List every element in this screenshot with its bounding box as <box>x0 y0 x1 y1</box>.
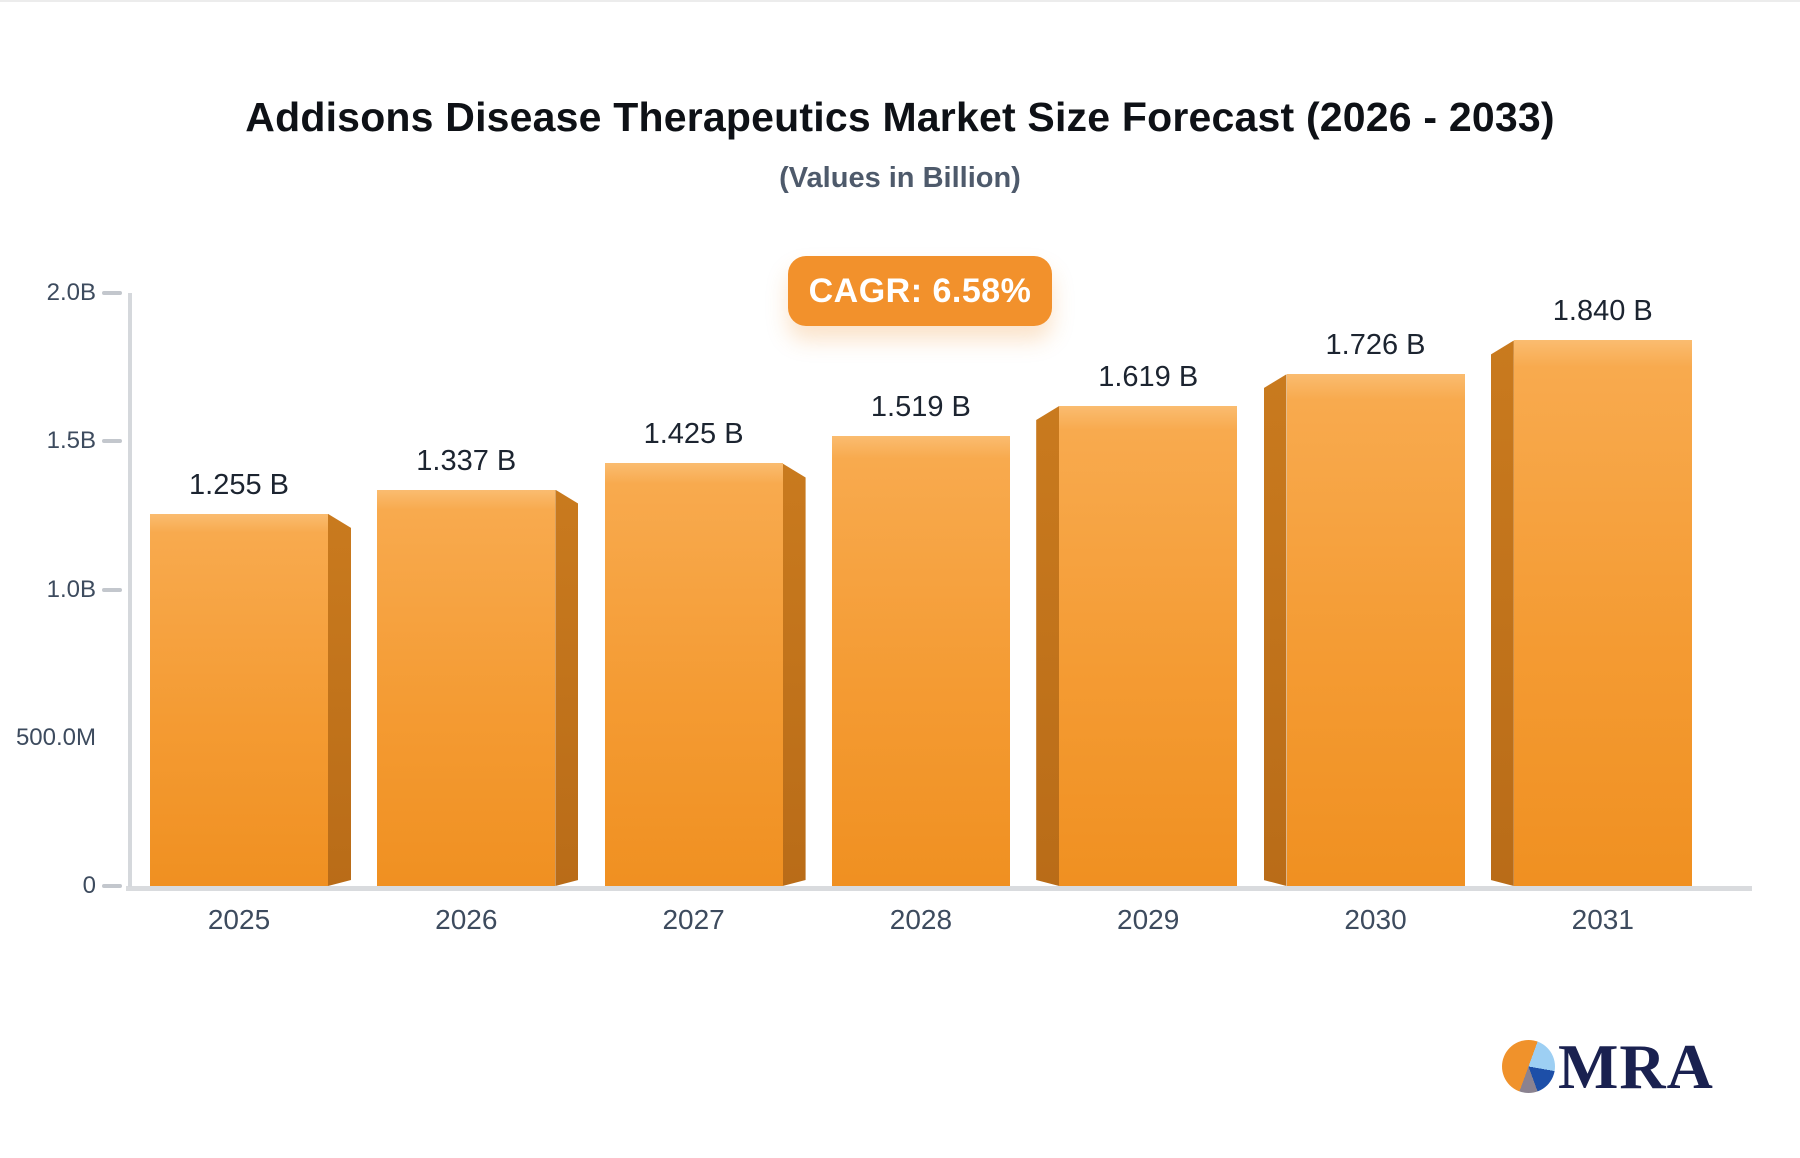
y-axis-tick-label: 0 <box>82 872 96 899</box>
bar <box>831 435 1010 886</box>
x-axis-category-label: 2029 <box>1117 904 1180 935</box>
bar-value-label: 1.519 B <box>870 390 971 423</box>
x-axis-line <box>126 886 1752 891</box>
bar-value-label: 1.726 B <box>1325 329 1426 362</box>
cagr-badge-label: CAGR: 6.58% <box>808 271 1032 310</box>
y-axis-line <box>128 293 132 887</box>
cagr-badge: CAGR: 6.58% <box>788 256 1052 326</box>
bar-value-label: 1.337 B <box>416 444 517 477</box>
y-axis-tick-label: 1.0B <box>46 575 96 603</box>
y-axis-tick-dash <box>102 291 122 295</box>
bar-side-face <box>1036 406 1059 886</box>
y-axis-tick-label: 2.0B <box>46 279 96 306</box>
bar <box>604 463 783 886</box>
bar-value-label: 1.425 B <box>643 418 744 451</box>
bar-value-label: 1.619 B <box>1098 360 1199 393</box>
logo-pie-icon <box>1502 1040 1555 1093</box>
x-axis-category-label: 2028 <box>889 904 953 935</box>
bar-value-label: 1.255 B <box>189 468 289 501</box>
bar-side-face <box>783 463 806 886</box>
x-axis-category-label: 2027 <box>662 904 725 935</box>
x-axis-category-label: 2031 <box>1571 904 1634 935</box>
bar <box>1059 405 1238 886</box>
y-axis-tick-dash <box>102 587 122 592</box>
y-axis-tick-label: 500.0M <box>15 723 96 751</box>
x-axis-category-label: 2025 <box>207 904 271 935</box>
brand-logo: MRA <box>1502 1031 1714 1102</box>
logo-text: MRA <box>1558 1031 1714 1102</box>
bar <box>1513 340 1692 886</box>
bar <box>1286 374 1465 886</box>
x-axis-category-label: 2026 <box>435 904 498 935</box>
bar <box>377 489 556 886</box>
x-axis-category-label: 2030 <box>1344 904 1407 935</box>
bar <box>150 513 328 886</box>
chart-subtitle: (Values in Billion) <box>779 162 1021 194</box>
chart-title: Addisons Disease Therapeutics Market Siz… <box>245 94 1555 140</box>
bar-side-face <box>1491 340 1514 886</box>
bar-side-face <box>555 490 578 886</box>
y-axis-tick-dash <box>102 439 122 444</box>
y-axis-tick-label: 1.5B <box>46 427 96 455</box>
bar-value-label: 1.840 B <box>1552 295 1653 328</box>
bar-side-face <box>328 514 351 886</box>
y-axis-tick-dash <box>102 884 122 888</box>
bar-side-face <box>1264 374 1287 886</box>
